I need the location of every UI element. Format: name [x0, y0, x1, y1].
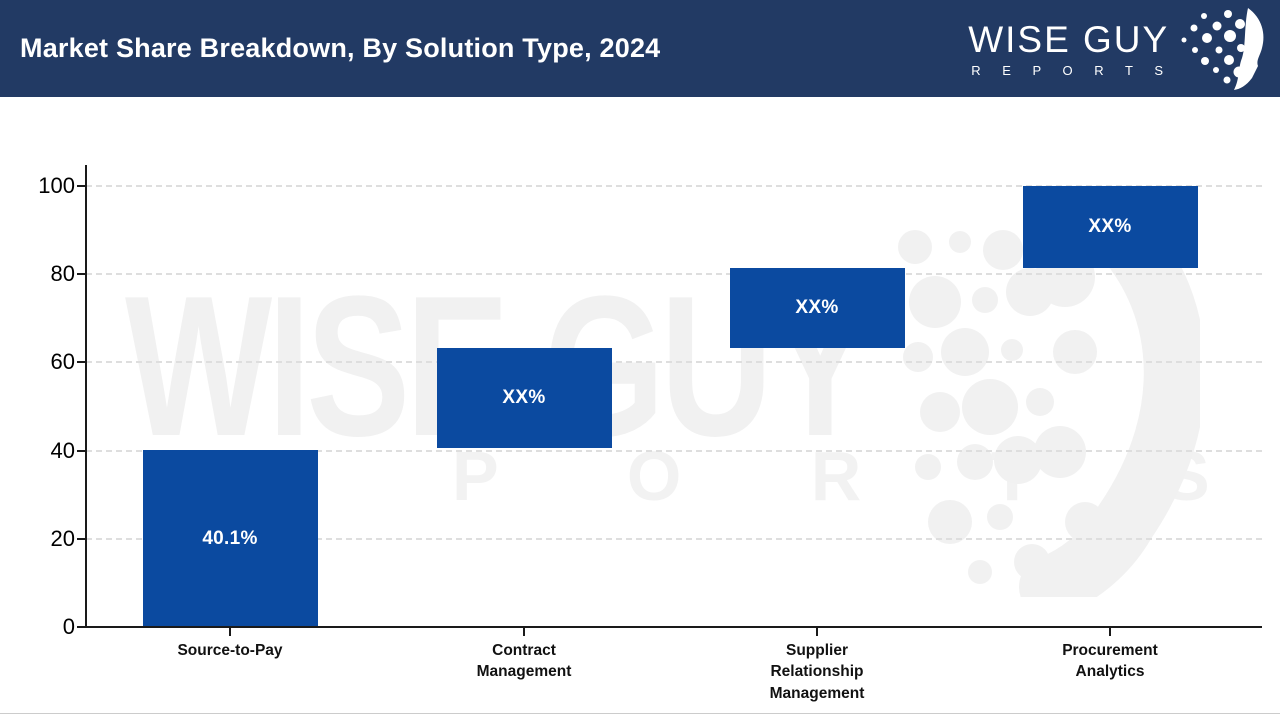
watermark-face-dots: [898, 222, 1200, 597]
gridline: [86, 537, 1262, 540]
bar-segment[interactable]: 40.1%: [142, 450, 318, 627]
bar-segment[interactable]: XX%: [729, 267, 905, 349]
gridline: [86, 273, 1262, 276]
bar-value-label: XX%: [502, 387, 546, 409]
x-tick-mark: [1109, 628, 1111, 636]
bar-value-label: 40.1%: [202, 527, 258, 549]
y-tick-label: 40: [50, 437, 75, 463]
page-title: Market Share Breakdown, By Solution Type…: [20, 33, 661, 63]
y-tick-label: 0: [62, 614, 75, 639]
y-tick-label: 100: [38, 173, 75, 198]
x-category-label: Contract Management: [476, 642, 572, 681]
brand-logo: WISE GUY R E P O R T S: [968, 6, 1266, 92]
y-tick-mark: [77, 537, 85, 540]
y-tick-mark: [77, 273, 85, 276]
bar-value-label: XX%: [1088, 215, 1132, 237]
y-tick-label: 60: [50, 349, 75, 375]
x-category-label: Supplier Relationship Management: [769, 642, 865, 702]
gridline: [86, 361, 1262, 364]
y-tick-mark: [77, 449, 85, 452]
x-tick-mark: [229, 628, 231, 636]
logo-face-icon: [1181, 7, 1264, 90]
header-bar: Market Share Breakdown, By Solution Type…: [0, 0, 1280, 97]
y-tick-mark: [77, 185, 85, 187]
y-tick-label: 80: [50, 261, 75, 287]
logo-wordmark: WISE GUY: [968, 18, 1170, 60]
gridline: [86, 185, 1262, 187]
x-axis-line: [85, 626, 1262, 628]
y-tick-mark: [77, 361, 85, 364]
y-axis-line: [85, 165, 87, 628]
x-category-label: Source-to-Pay: [177, 642, 283, 659]
x-tick-mark: [523, 628, 525, 636]
bottom-divider: [0, 713, 1280, 714]
y-tick-mark: [77, 626, 85, 628]
bar-segment[interactable]: XX%: [1022, 186, 1198, 268]
x-category-label: Procurement Analytics: [1062, 642, 1158, 681]
bar-value-label: XX%: [795, 296, 839, 318]
bar-segment[interactable]: XX%: [436, 348, 612, 449]
gridline: [86, 449, 1262, 452]
logo-text: WISE GUY R E P O R T S: [968, 21, 1172, 77]
logo-subtext: R E P O R T S: [971, 62, 1172, 78]
x-tick-mark: [816, 628, 818, 636]
y-tick-label: 20: [50, 525, 75, 551]
